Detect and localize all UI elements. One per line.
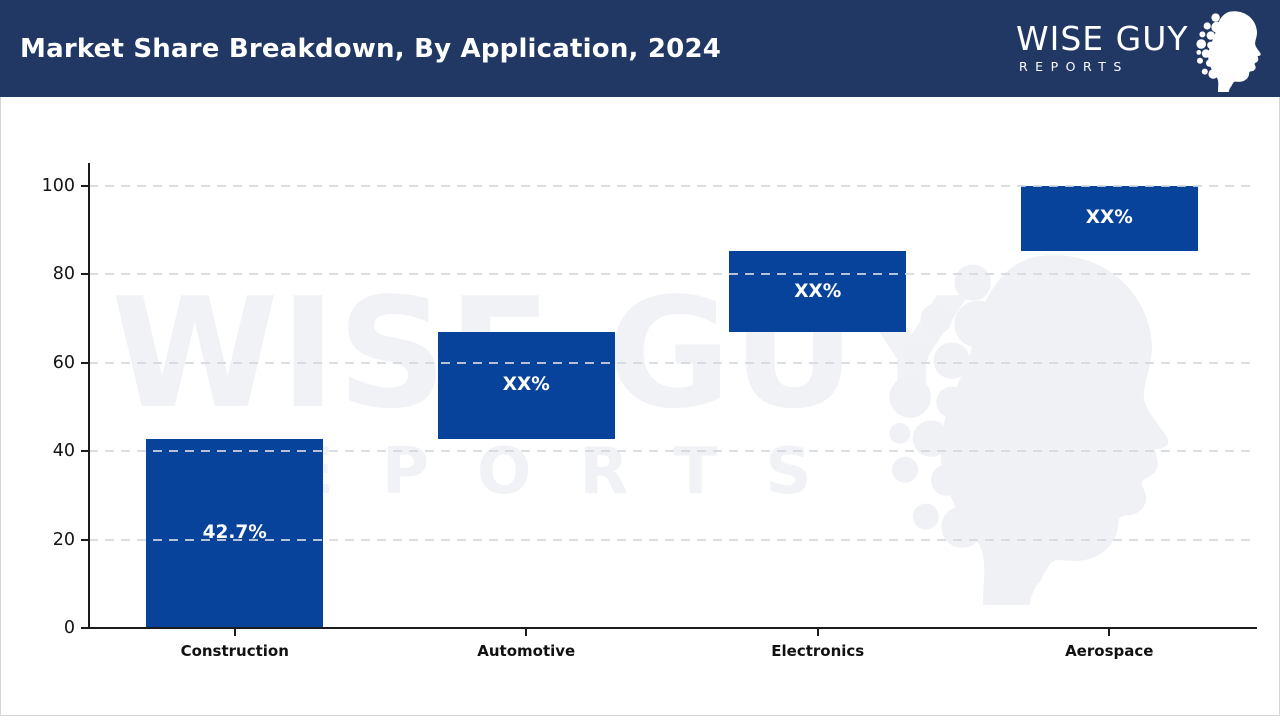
gridline-40 <box>89 450 1255 453</box>
x-axis-label: Aerospace <box>1065 642 1154 660</box>
bar-value-label: 42.7% <box>202 522 267 544</box>
y-axis-tick <box>81 361 88 364</box>
x-axis-tick <box>1108 629 1111 636</box>
x-axis-label: Automotive <box>477 642 576 660</box>
bar-aerospace: XX% <box>1020 186 1198 251</box>
x-axis-label: Construction <box>180 642 289 660</box>
logo-wordmark: WISE GUY <box>1016 19 1189 58</box>
gridline-20 <box>89 538 1255 541</box>
x-axis-tick <box>816 629 819 636</box>
gridline-80 <box>89 273 1255 276</box>
x-axis-tick <box>525 629 528 636</box>
wiseguy-logo: WISE GUY REPORTS <box>1016 6 1266 94</box>
bar-value-label: XX% <box>1085 207 1133 228</box>
wiseguy-head-icon <box>1196 11 1261 92</box>
y-tick-label: 80 <box>52 264 75 285</box>
page-title: Market Share Breakdown, By Application, … <box>20 33 722 64</box>
plot: 0 20 40 60 80 100 42.7% Construction XX% Automoti… <box>1 97 1279 715</box>
y-axis-tick <box>81 538 88 541</box>
gridline-60 <box>89 361 1255 364</box>
bar-value-label: XX% <box>502 374 550 396</box>
chart-area: WISE GUY REPORTS 0 20 40 60 80 100 42.7% Constr… <box>0 97 1280 716</box>
y-axis-line <box>88 163 90 629</box>
y-axis-tick <box>81 450 88 453</box>
y-tick-label: 20 <box>52 529 75 550</box>
x-axis-tick <box>233 629 236 636</box>
bar-electronics: XX% <box>729 250 907 333</box>
x-axis-label: Electronics <box>771 642 865 660</box>
header: Market Share Breakdown, By Application, … <box>0 0 1280 97</box>
bar-value-label: XX% <box>794 280 842 302</box>
bar-automotive: XX% <box>437 332 615 440</box>
logo-text: WISE GUY REPORTS <box>1016 19 1189 75</box>
x-axis-line <box>87 627 1257 629</box>
y-tick-label: 0 <box>63 618 75 638</box>
gridline-100 <box>89 185 1255 187</box>
y-tick-label: 60 <box>52 352 75 373</box>
y-axis-tick <box>81 185 88 187</box>
logo-subtext: REPORTS <box>1019 59 1129 74</box>
y-axis-tick <box>81 273 88 276</box>
bar-construction: 42.7% <box>146 439 324 628</box>
y-tick-label: 40 <box>52 441 75 462</box>
y-axis-tick <box>81 627 88 629</box>
y-tick-label: 100 <box>41 176 75 196</box>
